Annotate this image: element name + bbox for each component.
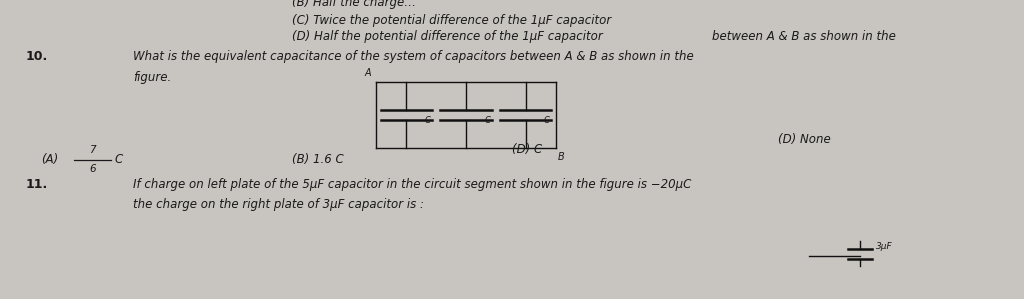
Text: (D) C: (D) C xyxy=(512,143,543,156)
Text: (D) Half the potential difference of the 1μF capacitor: (D) Half the potential difference of the… xyxy=(292,30,602,43)
Text: B: B xyxy=(557,152,564,162)
Text: C: C xyxy=(544,116,550,125)
Text: What is the equivalent capacitance of the system of capacitors between A & B as : What is the equivalent capacitance of th… xyxy=(133,50,694,63)
Text: 6: 6 xyxy=(89,164,95,174)
Text: (C) Twice the potential difference of the 1μF capacitor: (C) Twice the potential difference of th… xyxy=(292,14,611,27)
Text: If charge on left plate of the 5μF capacitor in the circuit segment shown in the: If charge on left plate of the 5μF capac… xyxy=(133,179,691,191)
Text: A: A xyxy=(365,68,372,78)
Text: C: C xyxy=(484,116,490,125)
Text: 3μF: 3μF xyxy=(876,242,892,251)
Text: 11.: 11. xyxy=(26,179,48,191)
Text: (B) Half the chärge…: (B) Half the chärge… xyxy=(292,0,416,9)
Text: C: C xyxy=(425,116,430,125)
Text: between A & B as shown in the: between A & B as shown in the xyxy=(712,30,896,43)
Text: C: C xyxy=(115,153,123,167)
Text: (B) 1.6 C: (B) 1.6 C xyxy=(292,153,344,167)
Text: the charge on the right plate of 3μF capacitor is :: the charge on the right plate of 3μF cap… xyxy=(133,198,424,211)
Text: (A): (A) xyxy=(41,153,58,167)
Text: 10.: 10. xyxy=(26,50,48,63)
Text: 7: 7 xyxy=(89,146,95,155)
Text: (D) None: (D) None xyxy=(778,132,831,146)
Text: figure.: figure. xyxy=(133,71,171,84)
